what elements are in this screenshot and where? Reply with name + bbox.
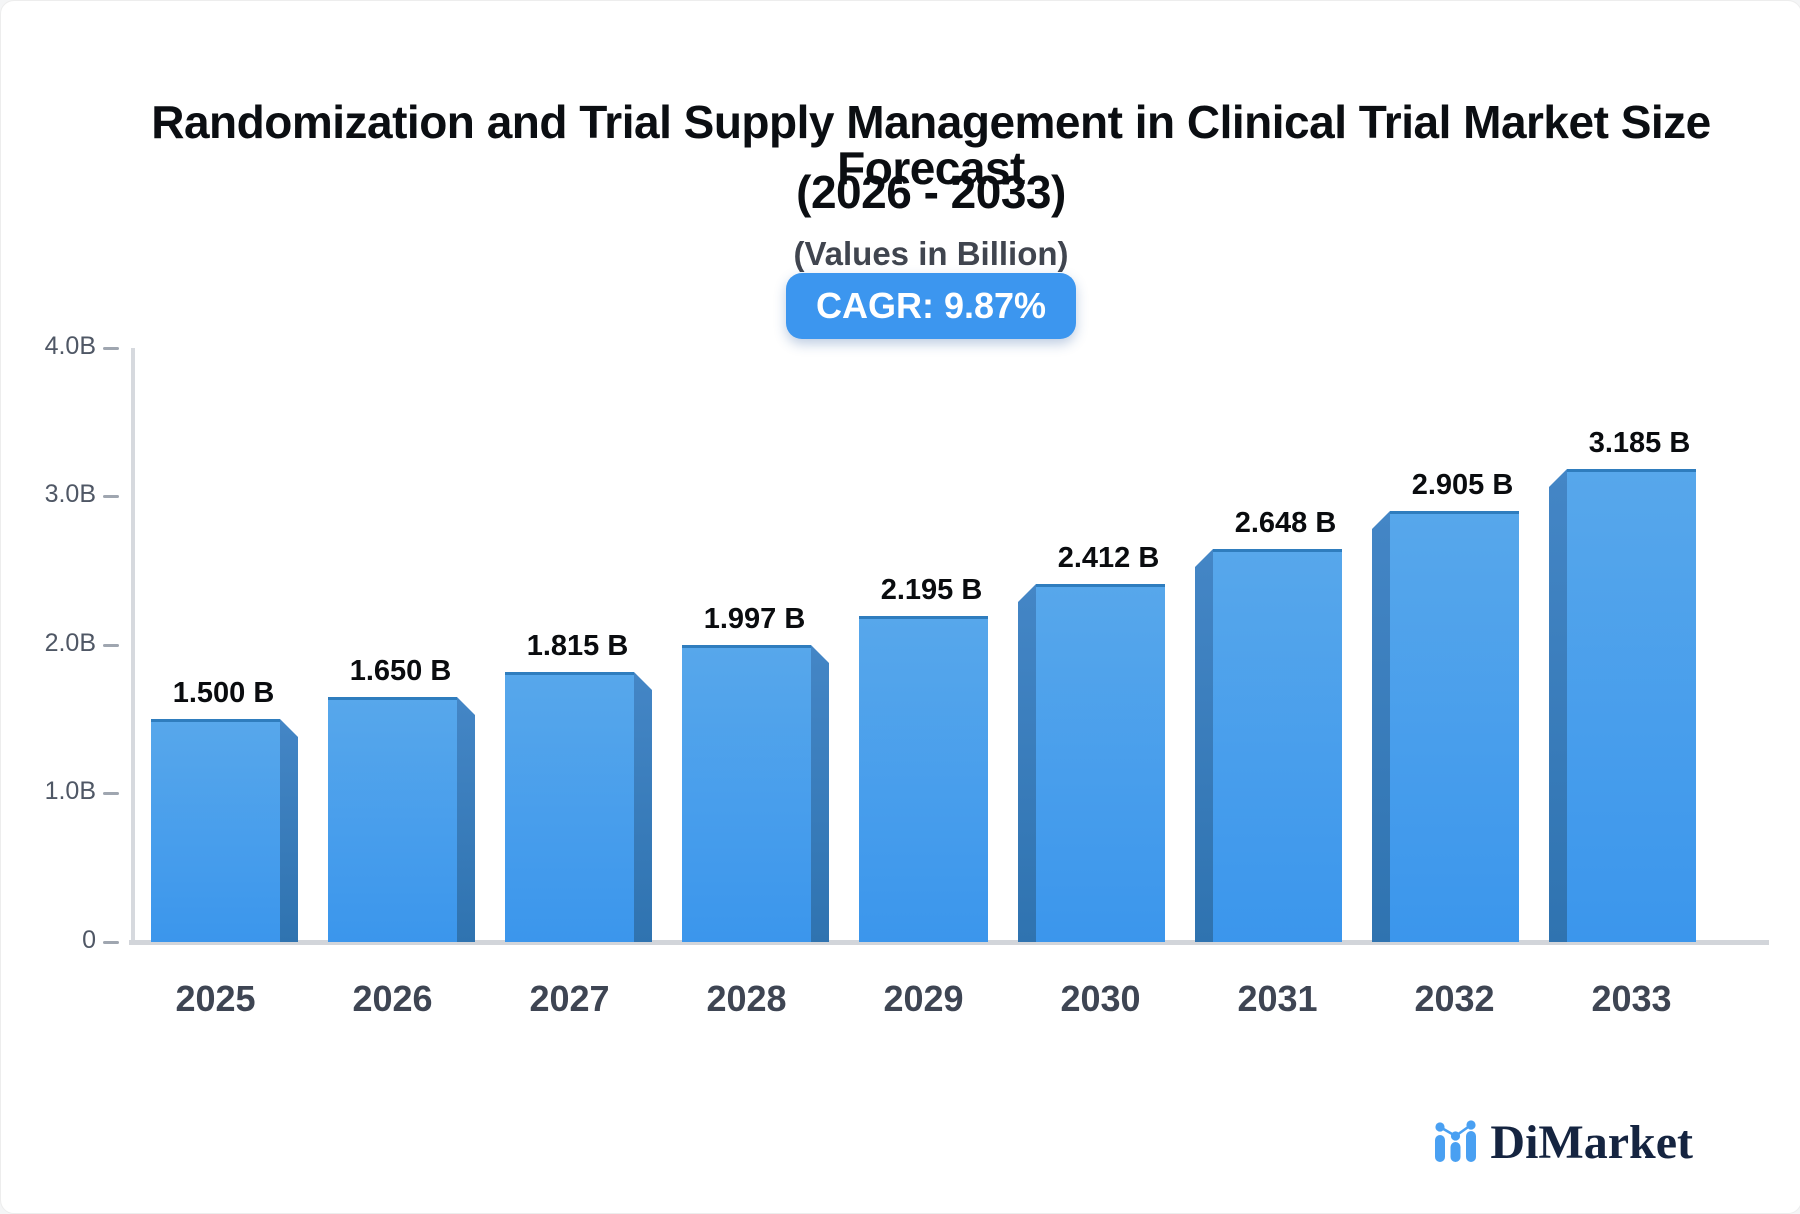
bar-side-face	[280, 719, 298, 942]
x-axis-label-2026: 2026	[352, 978, 433, 1019]
y-axis-tick	[103, 347, 119, 350]
bar-front-face	[1213, 549, 1342, 942]
bar-side-face	[811, 645, 829, 942]
y-axis-tick-label: 1.0B	[44, 777, 96, 805]
bar-side-face	[457, 697, 475, 942]
bar-value-label: 3.185 B	[1588, 427, 1691, 459]
bar-front-face	[1567, 469, 1696, 942]
bar-value-label: 1.997 B	[703, 603, 806, 635]
x-axis-label-2025: 2025	[175, 978, 256, 1019]
bar-side-face	[1195, 549, 1213, 942]
bar-front-face	[682, 645, 811, 942]
bar-2031[interactable]	[1195, 549, 1342, 942]
y-axis-line	[131, 348, 135, 942]
bar-2028[interactable]	[682, 645, 829, 942]
y-axis-tick-label: 2.0B	[44, 629, 96, 657]
bar-front-face	[1036, 584, 1165, 942]
y-axis-tick	[103, 792, 119, 795]
y-axis-tick	[103, 644, 119, 647]
bar-side-face	[634, 672, 652, 942]
bar-value-label: 2.648 B	[1234, 507, 1337, 539]
bar-front-face	[505, 672, 634, 942]
bar-value-label: 2.195 B	[880, 574, 983, 606]
bar-value-label: 1.815 B	[526, 630, 629, 662]
x-axis-label-2028: 2028	[706, 978, 787, 1019]
bar-2025[interactable]	[151, 719, 298, 942]
bar-line-chart-icon	[1434, 1119, 1478, 1167]
bar-2030[interactable]	[1018, 584, 1165, 942]
bar-front-face	[328, 697, 457, 942]
bar-2033[interactable]	[1549, 469, 1696, 942]
dimarket-logo[interactable]: DiMarket	[1434, 1119, 1693, 1167]
x-axis-label-2032: 2032	[1414, 978, 1495, 1019]
bar-front-face	[151, 719, 280, 942]
y-axis-tick-label: 4.0B	[44, 332, 96, 360]
bar-front-face	[1390, 511, 1519, 942]
chart-title-line2: (2026 - 2033)	[796, 166, 1066, 218]
chart-subtitle: (Values in Billion)	[793, 235, 1069, 272]
dimarket-logo-text: DiMarket	[1490, 1116, 1693, 1169]
x-axis-label-2027: 2027	[529, 978, 610, 1019]
bar-value-label: 1.500 B	[172, 677, 275, 709]
cagr-badge: CAGR: 9.87%	[785, 273, 1077, 339]
bar-2032[interactable]	[1372, 511, 1519, 942]
bar-value-label: 1.650 B	[349, 655, 452, 687]
bar-side-face	[1372, 511, 1390, 942]
x-axis-line	[129, 940, 1769, 945]
y-axis-tick	[103, 941, 119, 944]
x-axis-label-2033: 2033	[1591, 978, 1672, 1019]
bar-side-face	[1549, 469, 1567, 942]
y-axis-tick	[103, 495, 119, 498]
bar-value-label: 2.905 B	[1411, 469, 1514, 501]
bar-value-label: 2.412 B	[1057, 542, 1160, 574]
chart-title-line1: Randomization and Trial Supply Managemen…	[151, 96, 1711, 194]
x-axis-label-2031: 2031	[1237, 978, 1318, 1019]
cagr-badge-wrap: CAGR: 9.87%	[61, 273, 1800, 339]
bar-front-face	[859, 616, 988, 942]
bar-2029[interactable]	[859, 616, 988, 942]
y-axis-tick-label: 0	[82, 926, 96, 954]
x-axis-label-2030: 2030	[1060, 978, 1141, 1019]
bar-2027[interactable]	[505, 672, 652, 942]
bar-side-face	[1018, 584, 1036, 942]
bar-2026[interactable]	[328, 697, 475, 942]
x-axis-label-2029: 2029	[883, 978, 964, 1019]
y-axis-tick-label: 3.0B	[44, 480, 96, 508]
